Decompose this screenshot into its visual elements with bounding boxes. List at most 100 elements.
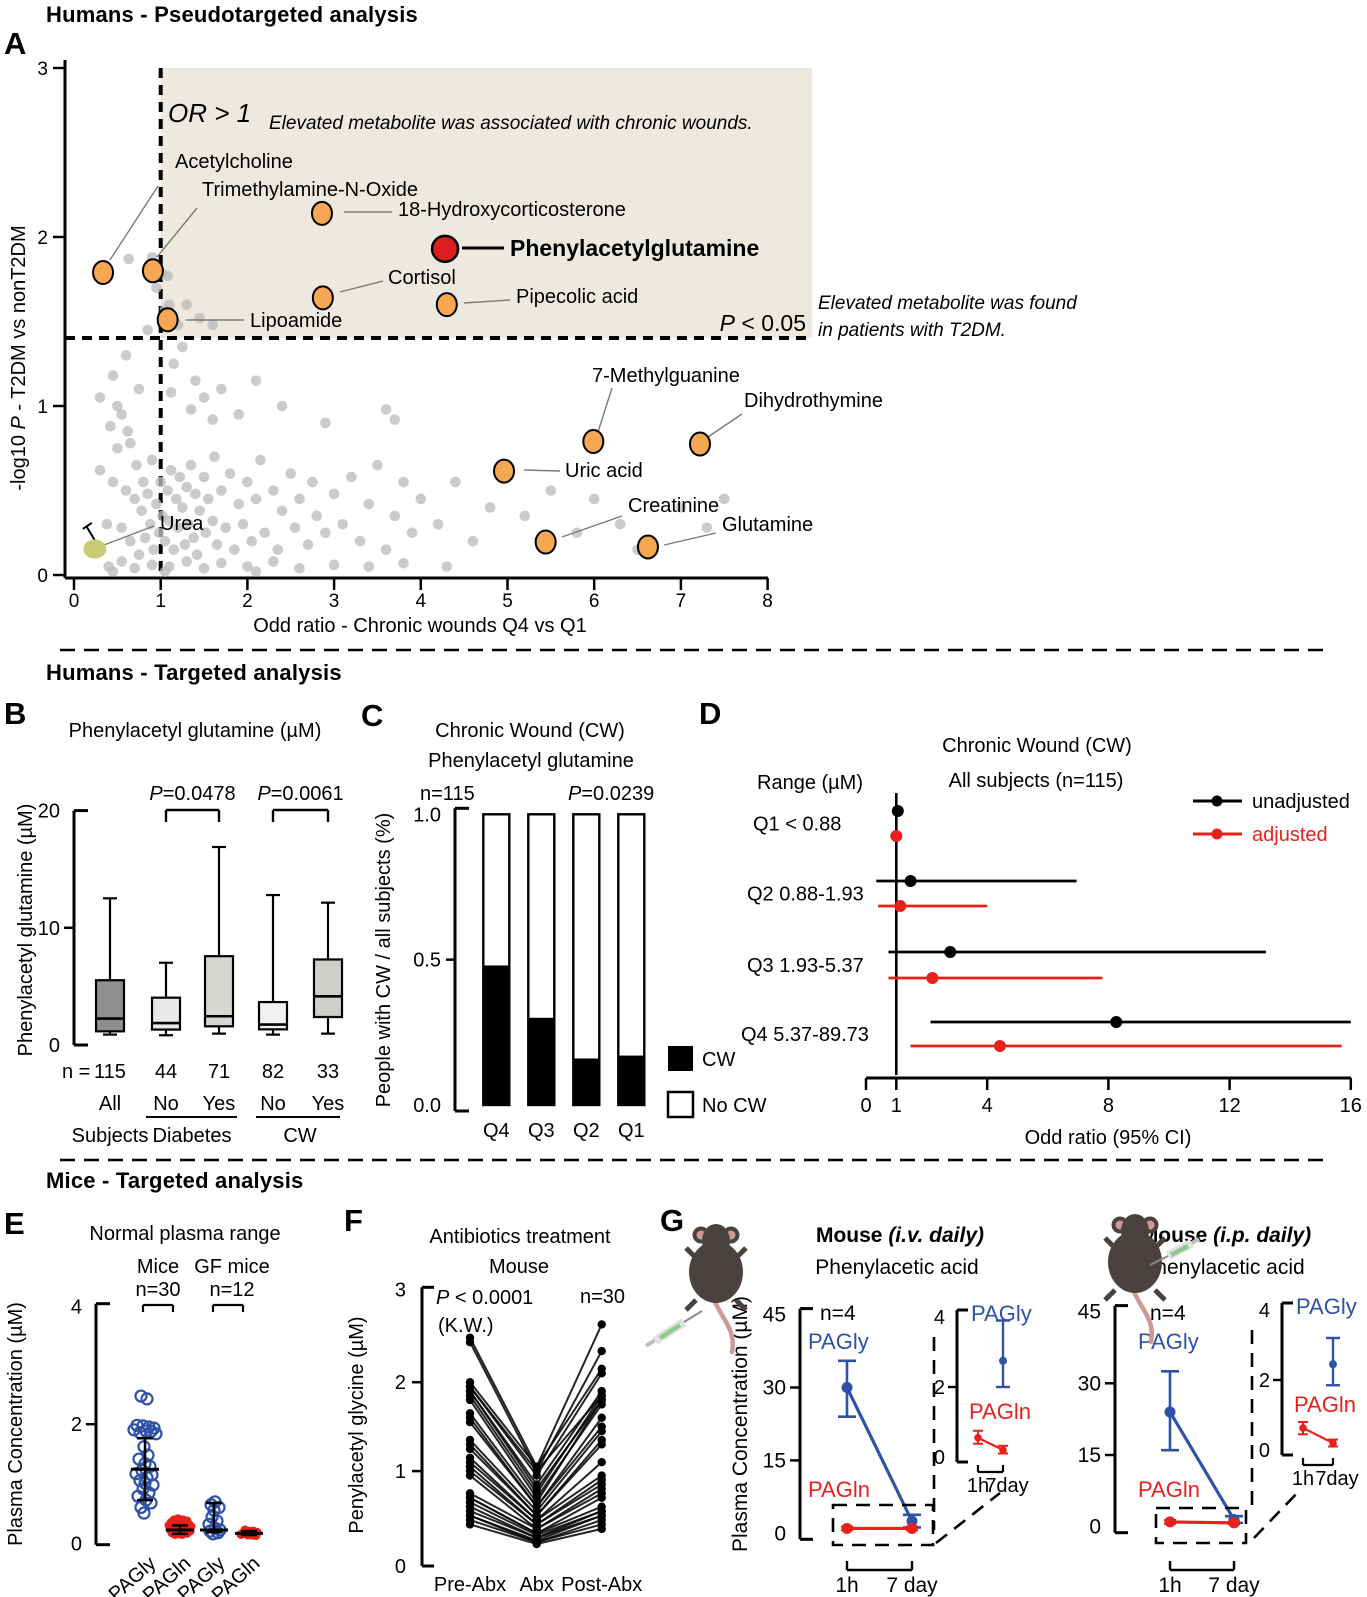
scatter-point [107, 370, 119, 381]
y-tick-label: 2 [395, 1372, 406, 1394]
y-tick-label: 20 [38, 801, 60, 823]
unadjusted-or-point [1110, 1016, 1123, 1028]
pagln-point [1228, 1517, 1240, 1529]
y-tick-label: 1.0 [413, 804, 441, 826]
n-label: n=4 [1150, 1302, 1186, 1325]
scatter-point [216, 383, 227, 395]
inset-pagln-point [1329, 1439, 1337, 1447]
data-point [532, 1466, 541, 1476]
y-tick-label: 3 [37, 59, 48, 80]
bar-cw-fill [483, 965, 510, 1105]
scatter-point [372, 459, 383, 471]
scatter-point [181, 556, 193, 567]
y-tick-label: 0 [774, 1522, 786, 1545]
legend-dot-adjusted [1211, 828, 1223, 840]
panel-d-title-line2: All subjects (n=115) [949, 770, 1124, 792]
mouse-tail [711, 1297, 736, 1355]
inset-pagly-point [1329, 1360, 1337, 1369]
label-leader-line [707, 413, 743, 438]
x-category-label: Q4 [483, 1120, 510, 1142]
panel-f-paired-lines: 0 1 2 3 Antibiotics treatment Mouse P < 0.0001… [346, 1226, 642, 1596]
scatter-point [112, 400, 123, 412]
scatter-point [519, 510, 531, 522]
scatter-point [123, 253, 134, 265]
scatter-point [207, 515, 219, 527]
x-category-label: Q1 [618, 1120, 645, 1142]
scatter-point [107, 476, 119, 488]
scatter-point [398, 476, 409, 488]
x-tick-label: 8 [762, 591, 773, 612]
data-point [465, 1471, 475, 1480]
scatter-point [389, 510, 401, 522]
paired-line [535, 1390, 603, 1486]
scatter-point [116, 409, 127, 420]
group-label: Subjects [72, 1125, 149, 1147]
scatter-point [224, 468, 236, 479]
scatter-point [380, 404, 392, 415]
pagln-point [906, 1522, 918, 1534]
urea-whisker [85, 526, 97, 543]
scatter-point [233, 498, 245, 510]
paired-line [535, 1399, 603, 1503]
scatter-point [380, 544, 392, 555]
data-point [140, 1392, 154, 1406]
scatter-point [190, 488, 201, 500]
adjusted-or-point [993, 1040, 1006, 1052]
scatter-point [181, 481, 193, 493]
data-point [597, 1346, 606, 1356]
panel-c-title-line2: Phenylacetyl glutamine [428, 750, 634, 772]
pagln-line [1169, 1520, 1235, 1525]
scatter-point [272, 544, 284, 555]
scatter-point [294, 493, 305, 505]
adjusted-or-point [894, 900, 907, 912]
syringe-needle [683, 1310, 703, 1323]
quartile-range-label: Q3 1.93-5.37 [747, 955, 864, 977]
scatter-point [101, 519, 113, 530]
panel-title: Mouse (i.v. daily) [816, 1224, 984, 1247]
metabolite-point [688, 431, 711, 457]
scatter-point [153, 527, 165, 539]
p-note-line1: Elevated metabolite was found [818, 293, 1078, 314]
scatter-point [398, 557, 409, 569]
inset-pagly-label: PAGly [1296, 1294, 1357, 1319]
paired-line [536, 1496, 603, 1535]
scatter-point [162, 270, 173, 282]
scatter-point [675, 502, 687, 513]
y-tick-label: 0 [395, 1556, 406, 1578]
cohort-label: Mice [137, 1256, 179, 1278]
scatter-point [198, 392, 210, 403]
panel-label-g: G [660, 1203, 685, 1238]
metabolite-point [310, 200, 333, 226]
paired-line [469, 1496, 538, 1535]
y-tick-label: 2 [71, 1414, 82, 1436]
scatter-point [177, 502, 188, 513]
inset-x-label-1h: 1h [967, 1475, 989, 1497]
scatter-point [216, 557, 227, 569]
pagln-point [1164, 1516, 1176, 1528]
scatter-point [194, 505, 206, 517]
scatter-point [138, 476, 149, 488]
pagly-label: PAGly [1138, 1329, 1199, 1354]
box [203, 955, 235, 1028]
y-tick-label: 0 [49, 1035, 60, 1057]
metabolite-point [534, 529, 557, 555]
paired-line [469, 1510, 538, 1539]
y-axis-title: Phenylacetyl glutamine (µM) [15, 804, 37, 1057]
paired-line [469, 1474, 538, 1530]
scatter-point [179, 539, 191, 550]
scatter-point [545, 485, 557, 496]
scatter-point [203, 493, 214, 505]
scatter-point [701, 522, 713, 533]
y-axis-title: Plasma Concentration (µM) [5, 1302, 27, 1546]
zoom-connector [1253, 1489, 1301, 1539]
bar-cw-fill [528, 1017, 555, 1105]
paired-line [535, 1394, 603, 1494]
pagln-point [841, 1522, 853, 1534]
scatter-point [450, 476, 461, 488]
x-tick-label: 6 [589, 591, 600, 612]
scatter-point [250, 493, 262, 505]
scatter-point [276, 400, 288, 412]
scatter-point [159, 535, 171, 547]
paired-line [535, 1394, 603, 1472]
x-tick-label: 1 [155, 591, 166, 612]
